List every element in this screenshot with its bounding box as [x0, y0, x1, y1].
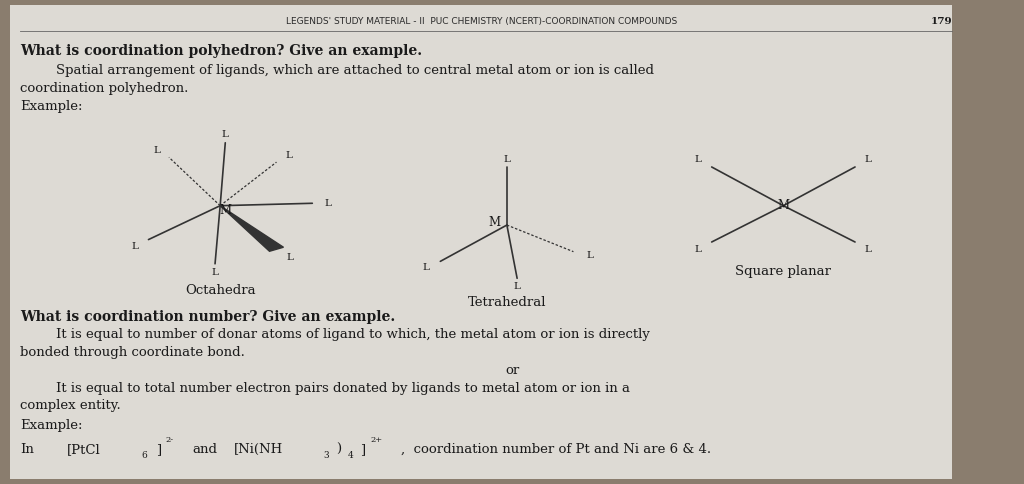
Text: bonded through coordinate bond.: bonded through coordinate bond.	[20, 346, 246, 359]
Text: L: L	[325, 199, 331, 208]
Text: ]: ]	[156, 443, 161, 455]
Text: [PtCl: [PtCl	[67, 443, 100, 455]
Text: 4: 4	[348, 452, 354, 460]
Text: M: M	[777, 199, 790, 212]
Text: 6: 6	[141, 452, 147, 460]
Text: M: M	[219, 204, 231, 217]
Text: ,  coordination number of Pt and Ni are 6 & 4.: , coordination number of Pt and Ni are 6…	[401, 443, 712, 455]
Text: coordination polyhedron.: coordination polyhedron.	[20, 82, 188, 94]
Text: In: In	[20, 443, 35, 455]
Text: What is coordination polyhedron? Give an example.: What is coordination polyhedron? Give an…	[20, 44, 423, 58]
Text: LEGENDS' STUDY MATERIAL - II  PUC CHEMISTRY (NCERT)-COORDINATION COMPOUNDS: LEGENDS' STUDY MATERIAL - II PUC CHEMIST…	[286, 17, 677, 26]
Text: ): )	[336, 443, 341, 455]
Text: 2+: 2+	[371, 437, 383, 444]
Text: L: L	[587, 251, 593, 260]
Text: or: or	[505, 364, 519, 377]
Text: L: L	[286, 151, 292, 160]
Text: and: and	[193, 443, 217, 455]
Text: L: L	[514, 282, 520, 290]
Text: L: L	[695, 155, 701, 164]
Text: L: L	[865, 155, 871, 164]
Text: [Ni(NH: [Ni(NH	[233, 443, 283, 455]
Text: L: L	[212, 268, 218, 277]
Text: 2-: 2-	[166, 437, 174, 444]
Text: It is equal to number of donar atoms of ligand to which, the metal atom or ion i: It is equal to number of donar atoms of …	[56, 329, 650, 341]
Text: Octahedra: Octahedra	[185, 284, 255, 297]
Text: L: L	[865, 245, 871, 254]
Text: It is equal to total number electron pairs donated by ligands to metal atom or i: It is equal to total number electron pai…	[56, 382, 631, 394]
Polygon shape	[220, 206, 284, 251]
Text: Tetrahedral: Tetrahedral	[468, 296, 546, 309]
Text: L: L	[222, 130, 228, 138]
Text: 3: 3	[324, 452, 329, 460]
Text: ]: ]	[360, 443, 366, 455]
Text: L: L	[287, 254, 293, 262]
Text: M: M	[488, 216, 501, 229]
Text: complex entity.: complex entity.	[20, 399, 121, 412]
Text: Example:: Example:	[20, 420, 83, 432]
Text: Example:: Example:	[20, 100, 83, 113]
Text: Square planar: Square planar	[735, 265, 831, 277]
Text: L: L	[423, 263, 429, 272]
Text: L: L	[154, 146, 160, 154]
Text: Spatial arrangement of ligands, which are attached to central metal atom or ion : Spatial arrangement of ligands, which ar…	[56, 64, 654, 76]
Text: 179: 179	[931, 17, 952, 26]
Text: L: L	[695, 245, 701, 254]
Text: L: L	[504, 155, 510, 164]
Text: L: L	[132, 242, 138, 251]
Text: What is coordination number? Give an example.: What is coordination number? Give an exa…	[20, 310, 395, 324]
